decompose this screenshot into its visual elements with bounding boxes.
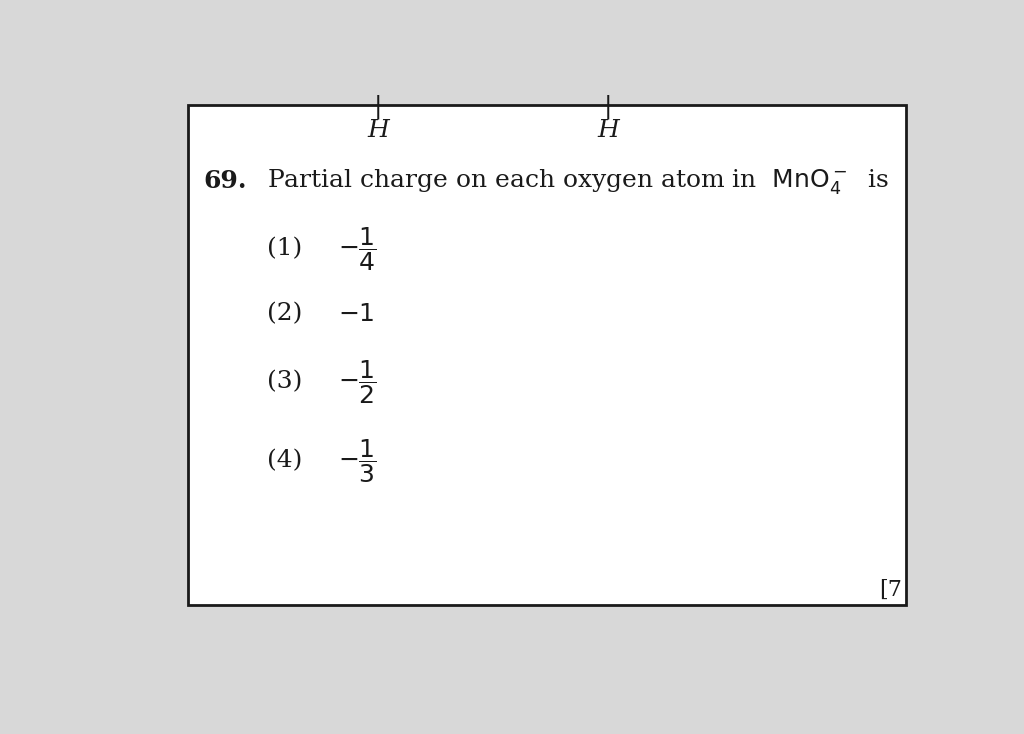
Text: (1): (1) — [267, 238, 302, 261]
Text: (4): (4) — [267, 450, 302, 473]
Text: $-\dfrac{1}{2}$: $-\dfrac{1}{2}$ — [338, 358, 377, 406]
Text: $-\dfrac{1}{3}$: $-\dfrac{1}{3}$ — [338, 437, 377, 485]
Text: [7: [7 — [879, 579, 902, 601]
Text: $-\dfrac{1}{4}$: $-\dfrac{1}{4}$ — [338, 225, 377, 273]
Text: |: | — [374, 95, 382, 119]
Text: (2): (2) — [267, 302, 302, 326]
Text: $-1$: $-1$ — [338, 302, 375, 326]
Text: H: H — [597, 119, 618, 142]
Text: (3): (3) — [267, 371, 302, 393]
Text: H: H — [368, 119, 389, 142]
Text: 69.: 69. — [204, 170, 247, 193]
Text: Partial charge on each oxygen atom in  $\mathrm{MnO_4^-}$  is: Partial charge on each oxygen atom in $\… — [267, 167, 889, 196]
FancyBboxPatch shape — [187, 105, 905, 606]
Text: |: | — [604, 95, 612, 119]
